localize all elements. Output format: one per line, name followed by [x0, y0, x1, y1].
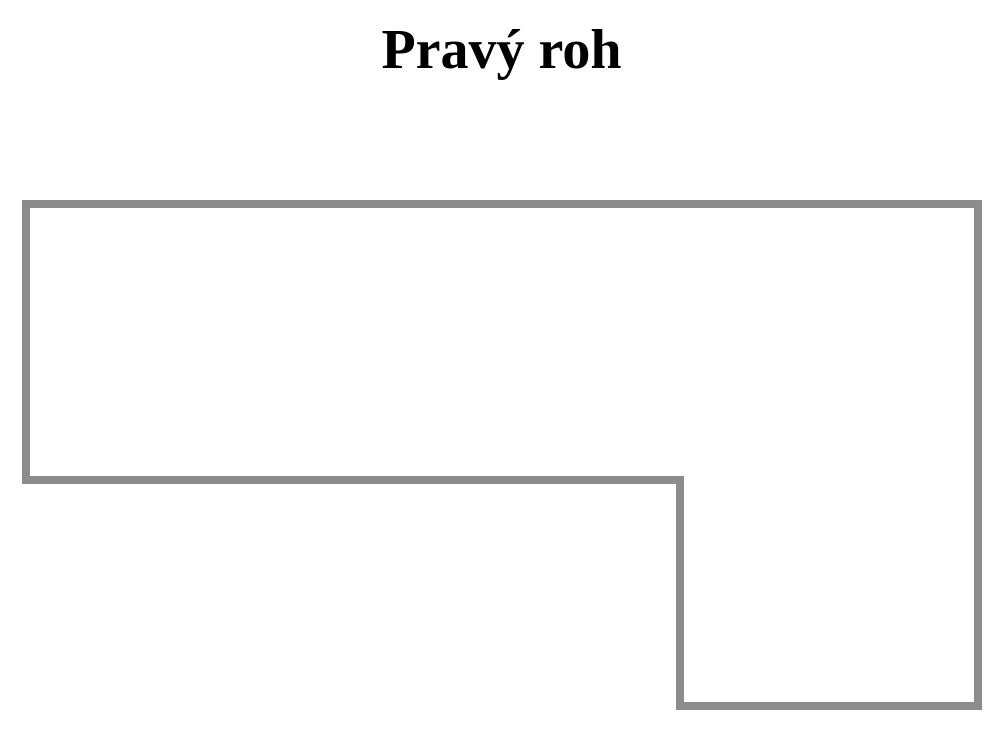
- page-title: Pravý roh: [0, 18, 1003, 82]
- shape-container: [12, 190, 992, 725]
- l-shape-svg: [12, 190, 992, 720]
- l-shape-polygon: [26, 204, 978, 706]
